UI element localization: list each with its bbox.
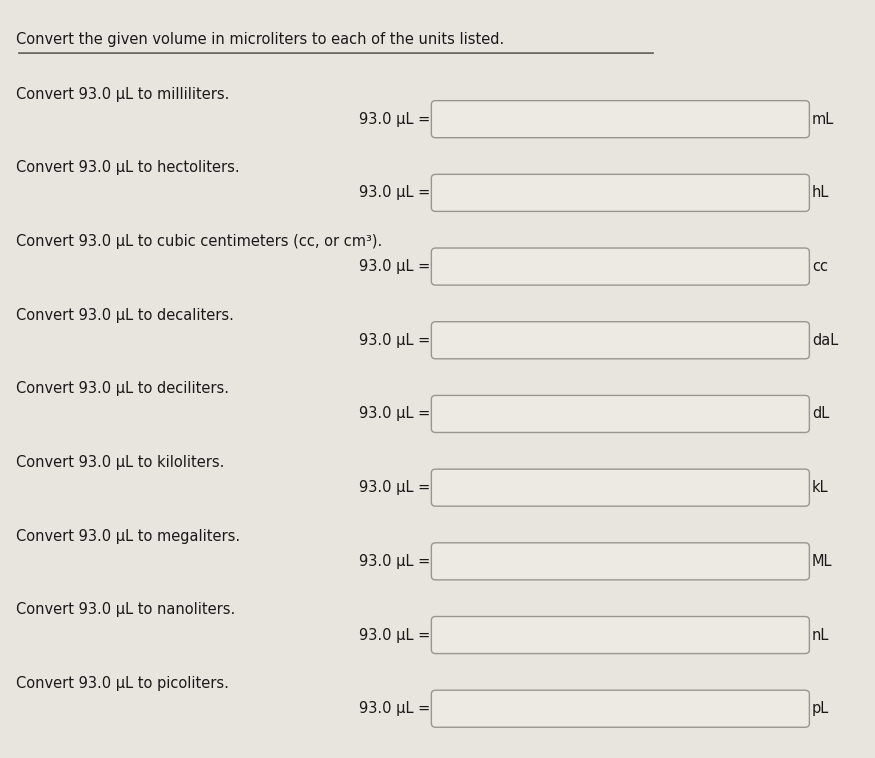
- Text: 93.0 μL =: 93.0 μL =: [360, 259, 430, 274]
- Text: Convert 93.0 μL to decaliters.: Convert 93.0 μL to decaliters.: [16, 308, 234, 323]
- Text: 93.0 μL =: 93.0 μL =: [360, 333, 430, 348]
- Text: daL: daL: [812, 333, 838, 348]
- Text: Convert 93.0 μL to deciliters.: Convert 93.0 μL to deciliters.: [16, 381, 228, 396]
- Text: Convert 93.0 μL to megaliters.: Convert 93.0 μL to megaliters.: [16, 529, 240, 543]
- FancyBboxPatch shape: [431, 101, 809, 138]
- FancyBboxPatch shape: [431, 174, 809, 211]
- Text: kL: kL: [812, 480, 829, 495]
- Text: mL: mL: [812, 111, 834, 127]
- Text: 93.0 μL =: 93.0 μL =: [360, 628, 430, 643]
- Text: Convert 93.0 μL to kiloliters.: Convert 93.0 μL to kiloliters.: [16, 455, 224, 470]
- Text: Convert the given volume in microliters to each of the units listed.: Convert the given volume in microliters …: [16, 32, 504, 47]
- FancyBboxPatch shape: [431, 691, 809, 727]
- Text: 93.0 μL =: 93.0 μL =: [360, 111, 430, 127]
- FancyBboxPatch shape: [431, 396, 809, 433]
- FancyBboxPatch shape: [431, 616, 809, 653]
- Text: cc: cc: [812, 259, 828, 274]
- Text: hL: hL: [812, 186, 829, 200]
- Text: 93.0 μL =: 93.0 μL =: [360, 701, 430, 716]
- Text: 93.0 μL =: 93.0 μL =: [360, 406, 430, 421]
- Text: pL: pL: [812, 701, 829, 716]
- Text: Convert 93.0 μL to nanoliters.: Convert 93.0 μL to nanoliters.: [16, 603, 235, 618]
- Text: Convert 93.0 μL to cubic centimeters (cc, or cm³).: Convert 93.0 μL to cubic centimeters (cc…: [16, 234, 382, 249]
- FancyBboxPatch shape: [431, 321, 809, 359]
- FancyBboxPatch shape: [431, 469, 809, 506]
- Text: Convert 93.0 μL to hectoliters.: Convert 93.0 μL to hectoliters.: [16, 160, 240, 175]
- Text: Convert 93.0 μL to picoliters.: Convert 93.0 μL to picoliters.: [16, 676, 228, 691]
- FancyBboxPatch shape: [431, 543, 809, 580]
- FancyBboxPatch shape: [431, 248, 809, 285]
- Text: dL: dL: [812, 406, 829, 421]
- Text: 93.0 μL =: 93.0 μL =: [360, 480, 430, 495]
- Text: ML: ML: [812, 554, 832, 568]
- Text: 93.0 μL =: 93.0 μL =: [360, 554, 430, 568]
- Text: nL: nL: [812, 628, 829, 643]
- Text: 93.0 μL =: 93.0 μL =: [360, 186, 430, 200]
- Text: Convert 93.0 μL to milliliters.: Convert 93.0 μL to milliliters.: [16, 86, 229, 102]
